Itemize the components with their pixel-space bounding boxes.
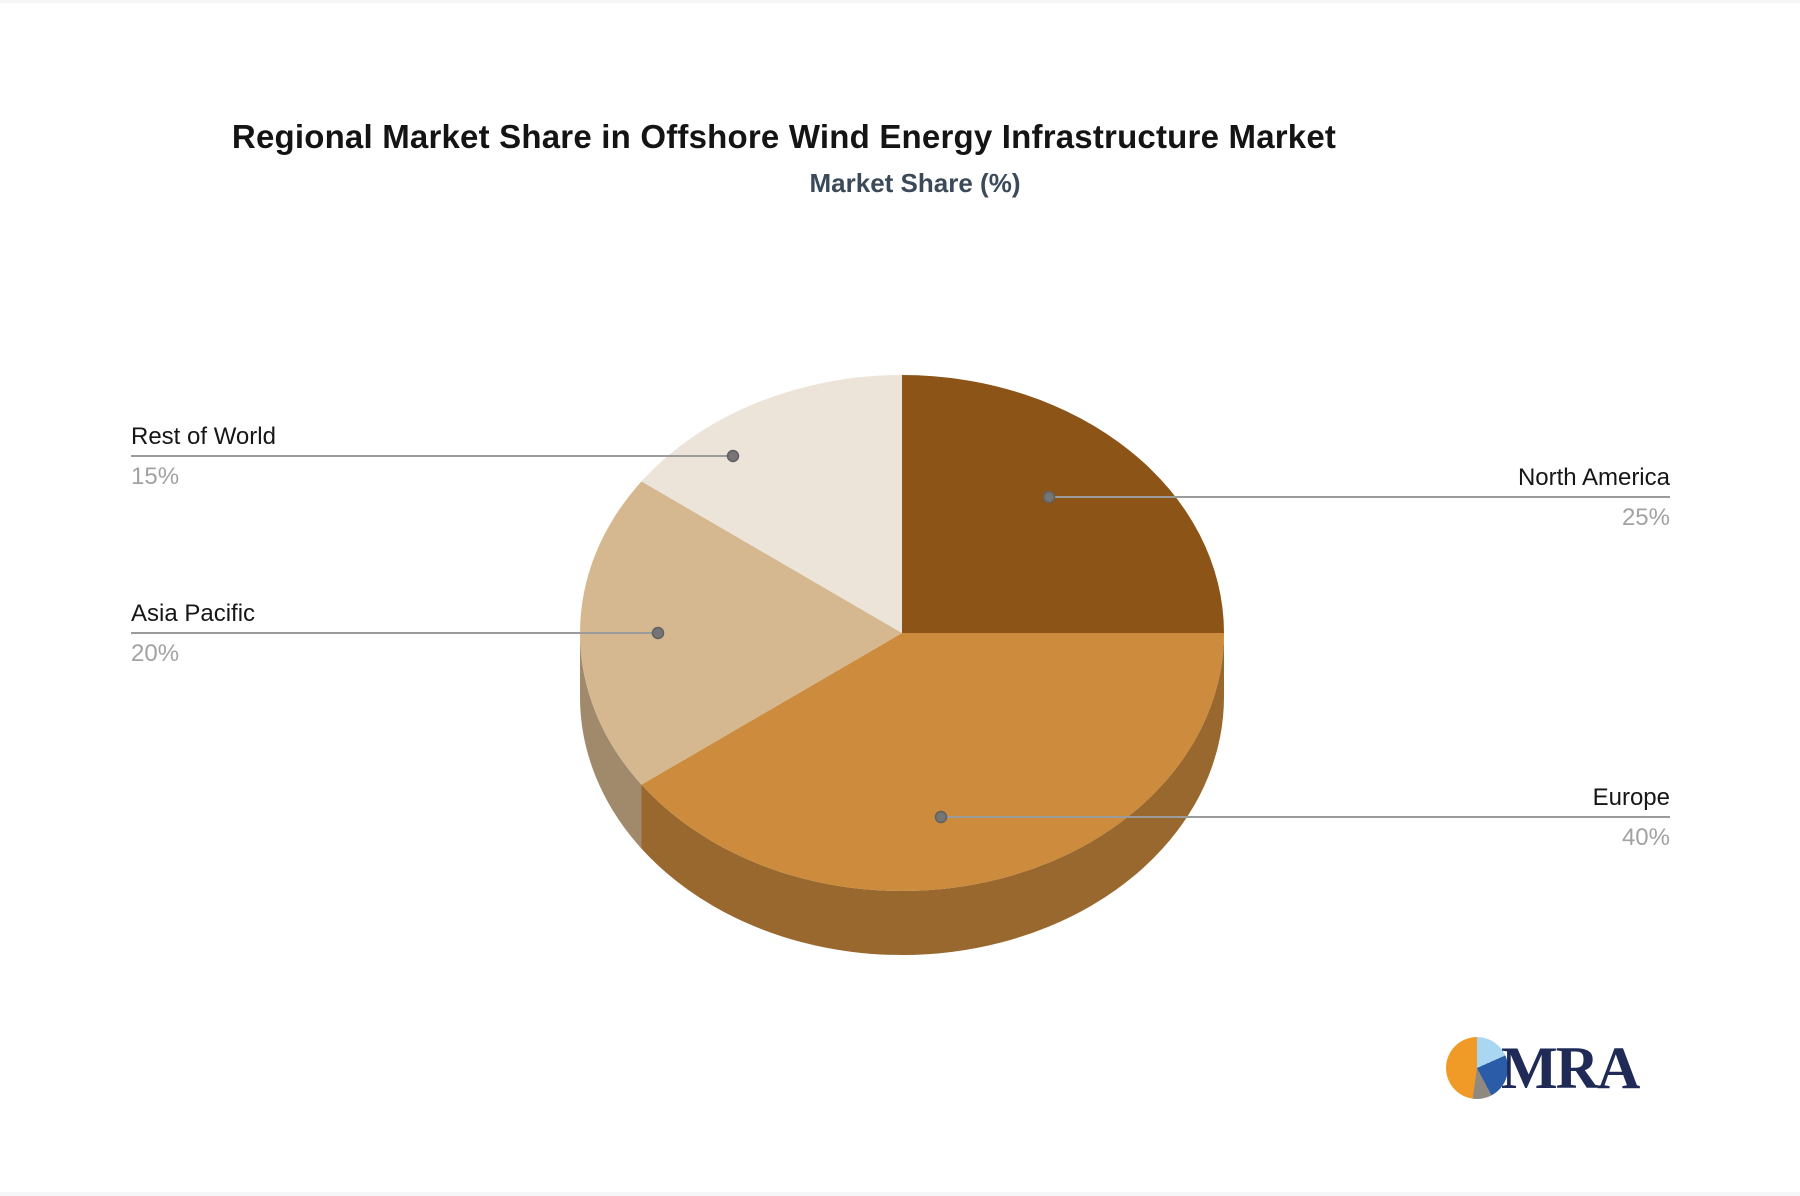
pie-slice-side-europe	[641, 633, 1224, 955]
pie-slice-side-asia-pacific	[580, 633, 642, 849]
slice-label-rest-of-world: Rest of World	[131, 423, 276, 450]
slice-value-north-america: 25%	[1621, 504, 1670, 531]
slice-value-europe: 40%	[1621, 824, 1670, 851]
pie-slice-europe[interactable]	[641, 633, 1224, 891]
pie-slice-rest-of-world[interactable]	[641, 375, 902, 633]
pie-slice-north-america[interactable]	[902, 375, 1224, 633]
logo-text: MRA	[1501, 1035, 1640, 1101]
slice-callout-rest-of-world: Rest of World 15%	[131, 420, 276, 492]
callout-dot-asia-pacific	[651, 626, 665, 640]
slice-label-asia-pacific: Asia Pacific	[131, 600, 256, 627]
page-bottom-edge	[0, 1192, 1800, 1196]
slice-value-rest-of-world: 15%	[131, 463, 180, 490]
chart-subtitle: Market Share (%)	[809, 168, 1021, 198]
slice-callout-north-america: North America 25%	[1518, 461, 1670, 533]
slice-label-europe: Europe	[1592, 784, 1670, 811]
callout-dot-europe	[934, 810, 948, 824]
brand-logo: MRA	[1446, 1035, 1640, 1101]
logo-pie-icon	[1446, 1037, 1508, 1099]
slice-label-north-america: North America	[1517, 464, 1670, 491]
page-top-edge	[0, 0, 1800, 3]
slice-callout-asia-pacific: Asia Pacific 20%	[131, 597, 255, 669]
callout-dot-north-america	[1042, 490, 1056, 504]
slice-value-asia-pacific: 20%	[131, 640, 180, 667]
chart-title: Regional Market Share in Offshore Wind E…	[231, 118, 1337, 155]
slice-callout-europe: Europe 40%	[1593, 781, 1670, 853]
callout-dot-rest-of-world	[726, 449, 740, 463]
pie-slice-asia-pacific[interactable]	[580, 481, 902, 785]
